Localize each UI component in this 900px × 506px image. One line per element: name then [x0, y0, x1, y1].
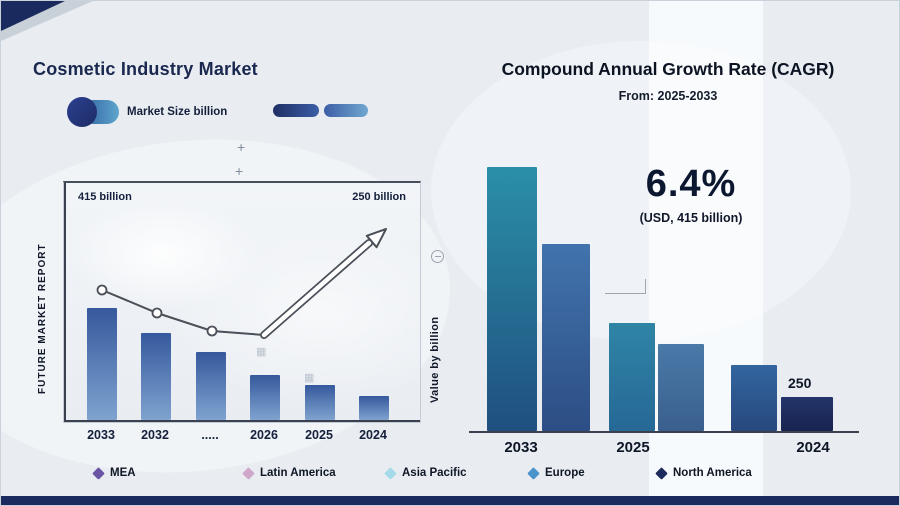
market-size-bars	[64, 183, 420, 422]
legend-item-north-america: North America	[655, 466, 752, 480]
cylinder-icon	[67, 96, 119, 128]
market-xlabel: 2024	[359, 428, 387, 442]
market-size-xlabels: 2033 2032..... 2026 2025 2024	[63, 428, 421, 444]
pill-decoration-dark	[273, 104, 319, 117]
market-xlabel: 2033	[87, 428, 115, 442]
market-xlabel: 2026	[250, 428, 278, 442]
plus-icon: +	[237, 139, 246, 155]
cagr-note: (USD, 415 billion)	[639, 211, 743, 225]
cagr-x-axis-line	[469, 431, 859, 433]
market-bar-2025	[305, 385, 335, 420]
annotation-415-billion: 415 billion	[78, 191, 132, 203]
diamond-icon	[527, 466, 540, 480]
trend-arrow	[96, 228, 387, 339]
footer-bar	[1, 496, 899, 505]
region-legend: MEA Latin America Asia Pacific Europe North …	[1, 466, 899, 485]
market-size-legend: Market Size billion	[67, 96, 227, 128]
legend-label: North America	[673, 467, 752, 479]
legend-item-latin-america: Latin America	[242, 466, 336, 480]
legend-label: Asia Pacific	[402, 467, 467, 479]
diamond-icon	[242, 466, 255, 480]
market-bar-2032	[141, 333, 171, 420]
legend-label: Europe	[545, 467, 585, 479]
x-axis-line	[64, 420, 420, 422]
grid-icon: ▦	[304, 372, 315, 384]
cagr-subtitle: From: 2025-2033	[618, 89, 718, 103]
legend-label: MEA	[110, 467, 136, 479]
grid-icon: ▦	[256, 346, 267, 358]
diamond-icon	[92, 466, 105, 480]
cagr-value: 6.4%	[645, 163, 737, 205]
corner-line-decoration	[605, 279, 646, 294]
market-xlabel: 2025	[305, 428, 333, 442]
corner-accent-navy	[1, 1, 65, 31]
market-bar-2024	[359, 396, 389, 420]
diamond-icon	[655, 466, 668, 480]
legend-item-europe: Europe	[527, 466, 585, 480]
market-bar-.....	[196, 352, 226, 420]
market-xlabel: .....	[201, 428, 219, 442]
market-bar-2033	[87, 308, 117, 420]
annotation-250-billion: 250 billion	[352, 191, 406, 203]
cagr-xlabel: 2024	[796, 439, 830, 456]
cylinder-cap	[67, 97, 97, 127]
cagr-axis-title: Value by billion	[429, 316, 441, 404]
market-bar-2026	[250, 375, 280, 420]
market-size-chart: 415 billion 250 billion ▦ ▦	[63, 181, 421, 423]
legend-label: Latin America	[260, 467, 336, 479]
left-chart-title: Cosmetic Industry Market	[33, 59, 258, 79]
legend-item-asia-pacific: Asia Pacific	[384, 466, 467, 480]
cagr-xlabel: 2033	[504, 439, 538, 456]
plus-icon: +	[235, 163, 244, 179]
left-chart-axis-title: FUTURE MARKET REPORT	[37, 243, 48, 395]
diamond-icon	[384, 466, 397, 480]
market-size-legend-label: Market Size billion	[127, 106, 228, 118]
cagr-bar-2024-series-b	[781, 397, 833, 431]
y-axis-line	[64, 183, 66, 422]
cagr-title: Compound Annual Growth Rate (CAGR)	[501, 59, 835, 79]
cagr-xlabel: 2025	[616, 439, 650, 456]
circle-minus-icon	[431, 250, 444, 263]
pill-decoration-light	[324, 104, 368, 117]
bar-value-label: 250	[788, 375, 812, 391]
market-xlabel: 2032	[141, 428, 169, 442]
legend-item-mea: MEA	[92, 466, 136, 480]
